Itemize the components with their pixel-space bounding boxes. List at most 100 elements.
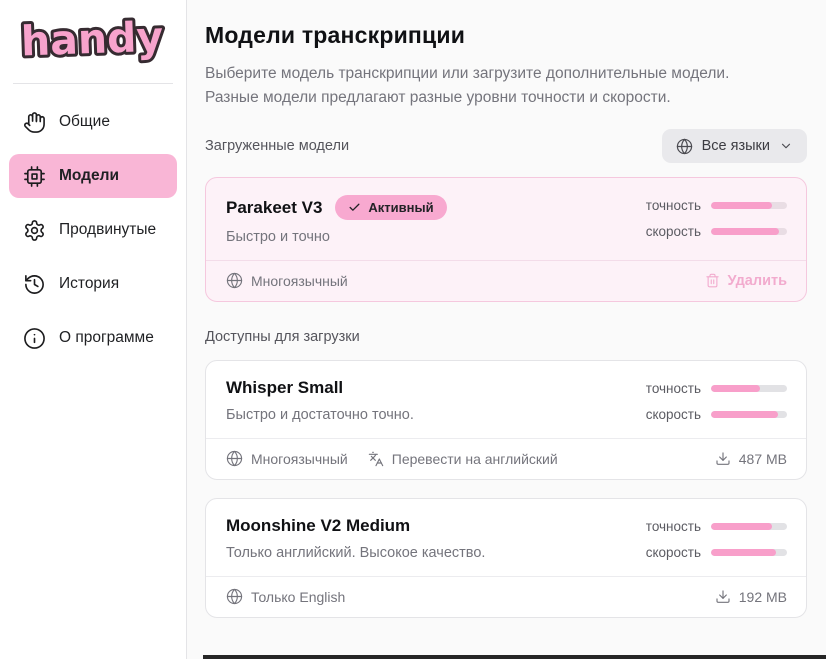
card-body: Parakeet V3 Активный Быстро и точно точн… — [206, 178, 806, 260]
page-description-line1: Выберите модель транскрипции или загрузи… — [205, 65, 730, 82]
active-badge: Активный — [335, 195, 447, 220]
download-icon — [715, 451, 731, 467]
accuracy-bar — [711, 202, 787, 209]
speed-bar — [711, 228, 787, 235]
card-info: Whisper Small Быстро и достаточно точно. — [226, 378, 414, 423]
speed-bar-fill — [711, 228, 780, 235]
card-title-row: Parakeet V3 Активный — [226, 195, 447, 220]
app-logo: handy — [0, 0, 186, 77]
language-filter-label: Все языки — [701, 138, 770, 154]
active-badge-label: Активный — [368, 200, 434, 215]
card-footer-left: Только English — [226, 588, 345, 605]
model-language: Многоязычный — [226, 450, 348, 467]
model-description: Быстро и достаточно точно. — [226, 407, 414, 423]
model-size: 192 MB — [715, 589, 787, 605]
available-section-header: Доступны для загрузки — [205, 326, 807, 348]
accuracy-bar-fill — [711, 523, 772, 530]
model-language-label: Многоязычный — [251, 450, 348, 467]
model-language: Только English — [226, 588, 345, 605]
model-card-parakeet-v3: Parakeet V3 Активный Быстро и точно точн… — [205, 177, 807, 302]
model-description: Только английский. Высокое качество. — [226, 545, 486, 561]
history-icon — [22, 272, 46, 296]
model-language-label: Многоязычный — [251, 272, 348, 289]
page-description: Выберите модель транскрипции или загрузи… — [205, 62, 807, 110]
language-filter-button[interactable]: Все языки — [661, 129, 807, 163]
accuracy-label: точность — [645, 381, 701, 396]
sidebar-item-history[interactable]: История — [9, 262, 177, 306]
window-edge-strip — [203, 655, 826, 659]
accuracy-metric: точность — [646, 519, 787, 534]
card-info: Parakeet V3 Активный Быстро и точно — [226, 195, 447, 245]
model-language: Многоязычный — [226, 272, 348, 289]
sidebar-item-models[interactable]: Модели — [9, 154, 177, 198]
model-metrics: точность скорость — [646, 378, 787, 423]
model-card-moonshine-v2-medium: Moonshine V2 Medium Только английский. В… — [205, 498, 807, 618]
speed-metric: скорость — [646, 407, 787, 422]
sidebar-item-label: Общие — [59, 113, 110, 130]
sidebar-item-label: История — [59, 275, 120, 292]
speed-label: скорость — [645, 545, 701, 560]
model-metrics: точность скорость — [646, 516, 787, 561]
available-section-label: Доступны для загрузки — [205, 329, 360, 345]
sidebar-item-advanced[interactable]: Продвинутые — [9, 208, 177, 252]
card-body: Whisper Small Быстро и достаточно точно.… — [206, 361, 806, 438]
model-name: Parakeet V3 — [226, 197, 323, 217]
accuracy-label: точность — [645, 519, 701, 534]
card-body: Moonshine V2 Medium Только английский. В… — [206, 499, 806, 576]
card-title-row: Whisper Small — [226, 378, 414, 398]
speed-label: скорость — [645, 224, 701, 239]
speed-bar-fill — [711, 411, 778, 418]
chevron-down-icon — [779, 139, 793, 153]
model-metrics: точность скорость — [646, 195, 787, 245]
sidebar-nav: Общие Модели Продвинутые История — [0, 88, 186, 372]
sidebar-item-label: О программе — [59, 329, 154, 346]
sidebar-item-general[interactable]: Общие — [9, 100, 177, 144]
sidebar: handy Общие Модели Продвинуты — [0, 0, 187, 659]
speed-bar-fill — [711, 549, 776, 556]
page-description-line2: Разные модели предлагают разные уровни т… — [205, 89, 671, 106]
speed-label: скорость — [645, 407, 701, 422]
delete-button-label: Удалить — [727, 272, 787, 289]
sidebar-item-label: Продвинутые — [59, 221, 157, 238]
chip-icon — [22, 164, 46, 188]
speed-metric: скорость — [646, 224, 787, 239]
downloaded-section-header: Загруженные модели Все языки — [205, 128, 807, 164]
app-logo-graphic: handy — [17, 10, 167, 69]
accuracy-label: точность — [645, 198, 701, 213]
model-name: Moonshine V2 Medium — [226, 516, 411, 535]
model-name: Whisper Small — [226, 378, 344, 397]
model-size: 487 MB — [715, 451, 787, 467]
download-icon — [715, 589, 731, 605]
trash-icon — [705, 273, 720, 288]
model-language-label: Только English — [251, 588, 346, 605]
main-content: Модели транскрипции Выберите модель тран… — [187, 0, 826, 659]
card-footer: Только English 192 MB — [206, 576, 806, 617]
model-card-whisper-small: Whisper Small Быстро и достаточно точно.… — [205, 360, 807, 480]
card-footer: Многоязычный Удалить — [206, 260, 806, 301]
delete-model-button[interactable]: Удалить — [705, 273, 787, 289]
model-size-label: 487 MB — [738, 450, 787, 467]
accuracy-metric: точность — [646, 198, 787, 213]
sidebar-item-about[interactable]: О программе — [9, 316, 177, 360]
downloaded-section-label: Загруженные модели — [205, 138, 350, 154]
model-size-label: 192 MB — [738, 588, 787, 605]
card-title-row: Moonshine V2 Medium — [226, 516, 485, 536]
gear-icon — [22, 218, 46, 242]
page-title: Модели транскрипции — [205, 22, 466, 48]
speed-metric: скорость — [646, 545, 787, 560]
globe-icon — [676, 138, 693, 155]
accuracy-bar — [711, 385, 787, 392]
hand-icon — [22, 110, 46, 134]
translate-capability: Перевести на английский — [368, 451, 558, 467]
card-footer-left: Многоязычный — [226, 272, 348, 289]
speed-bar — [711, 411, 787, 418]
translate-capability-label: Перевести на английский — [391, 450, 558, 467]
accuracy-bar-fill — [711, 385, 761, 392]
accuracy-bar-fill — [711, 202, 772, 209]
sidebar-divider — [13, 83, 173, 84]
info-icon — [22, 326, 46, 350]
translate-icon — [368, 451, 384, 467]
accuracy-metric: точность — [646, 381, 787, 396]
accuracy-bar — [711, 523, 787, 530]
